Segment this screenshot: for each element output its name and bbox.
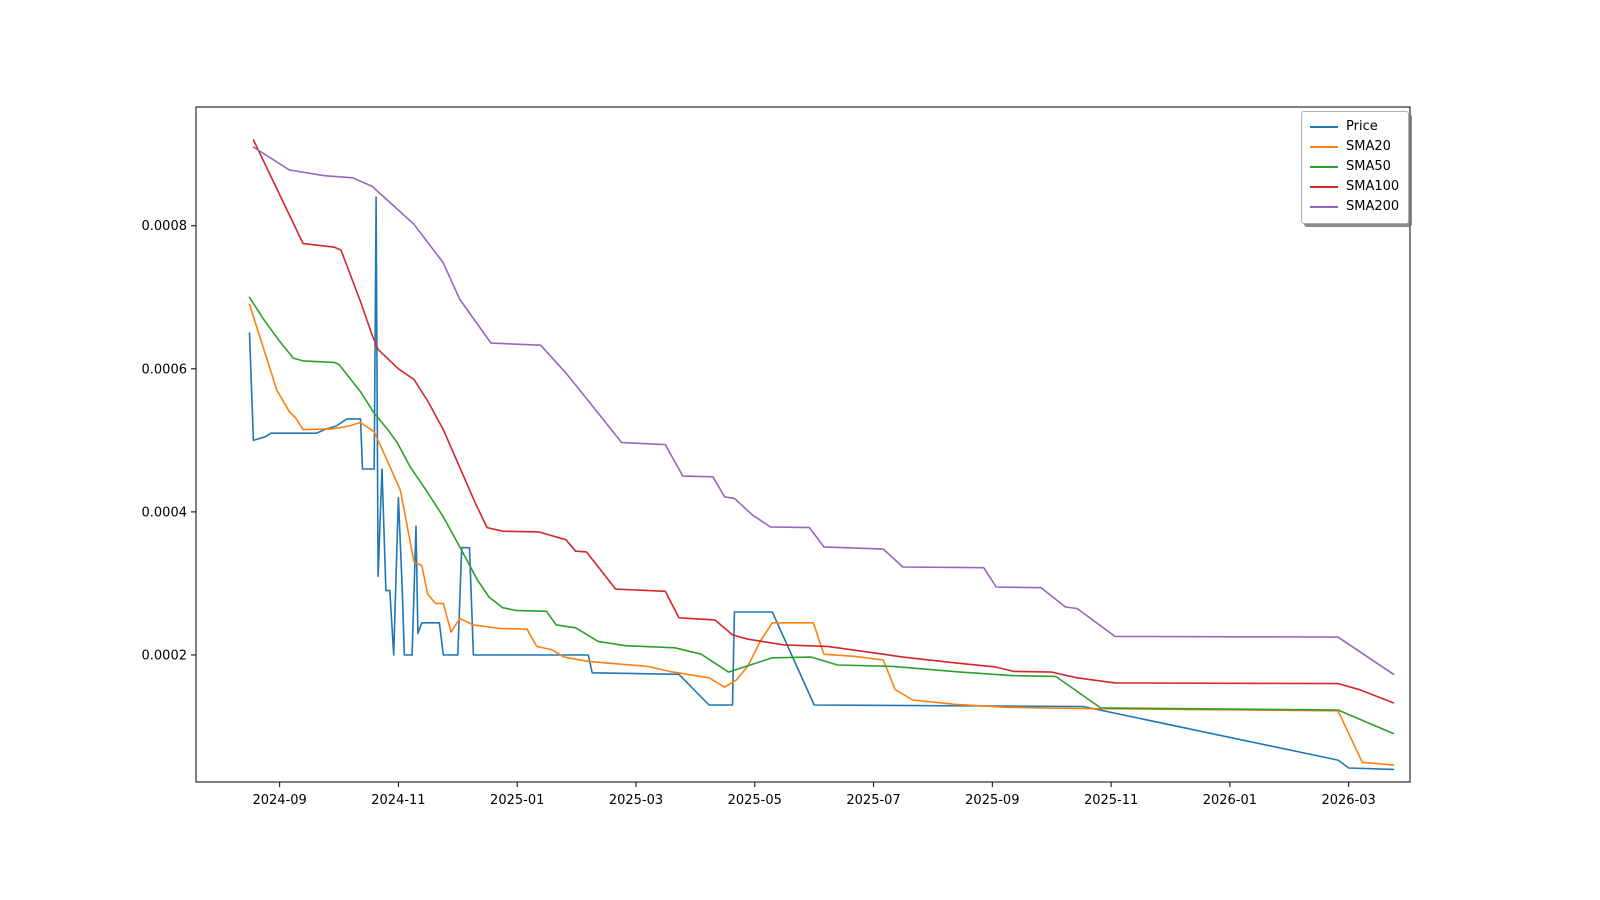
legend-line-sample [1310, 146, 1338, 148]
legend-line-sample [1310, 186, 1338, 188]
legend-label: SMA50 [1346, 159, 1391, 174]
x-tick-label: 2025-07 [846, 793, 900, 808]
legend: Price SMA20 SMA50 SMA100 SMA200 [1301, 111, 1410, 224]
x-tick-label: 2026-01 [1203, 793, 1257, 808]
legend-item: SMA100 [1310, 177, 1399, 197]
x-tick-label: 2024-09 [252, 793, 306, 808]
legend-label: SMA20 [1346, 139, 1391, 154]
legend-label: SMA100 [1346, 179, 1400, 194]
legend-line-sample [1310, 206, 1338, 208]
x-tick-label: 2025-05 [728, 793, 782, 808]
x-tick-label: 2025-03 [609, 793, 663, 808]
legend-line-sample [1310, 126, 1338, 128]
sma100-line [252, 139, 1395, 704]
legend-line-sample [1310, 166, 1338, 168]
x-tick-label: 2025-09 [965, 793, 1019, 808]
price-line [248, 196, 1395, 771]
plot-border [195, 106, 1411, 783]
legend-item: SMA50 [1310, 157, 1399, 177]
legend-item: SMA20 [1310, 137, 1399, 157]
legend-item: SMA200 [1310, 197, 1399, 217]
y-tick-label: 0.0006 [142, 362, 188, 377]
y-tick-label: 0.0002 [142, 648, 188, 663]
legend-item: Price [1310, 117, 1399, 137]
sma200-line [252, 146, 1395, 676]
x-tick-label: 2025-01 [490, 793, 544, 808]
y-tick-label: 0.0008 [142, 219, 188, 234]
sma50-line [248, 296, 1395, 735]
x-tick-label: 2026-03 [1321, 793, 1375, 808]
legend-label: SMA200 [1346, 199, 1400, 214]
x-tick-label: 2024-11 [371, 793, 425, 808]
x-tick-label: 2025-11 [1084, 793, 1138, 808]
y-tick-label: 0.0004 [142, 505, 188, 520]
legend-label: Price [1346, 119, 1378, 134]
sma20-line [248, 303, 1395, 766]
